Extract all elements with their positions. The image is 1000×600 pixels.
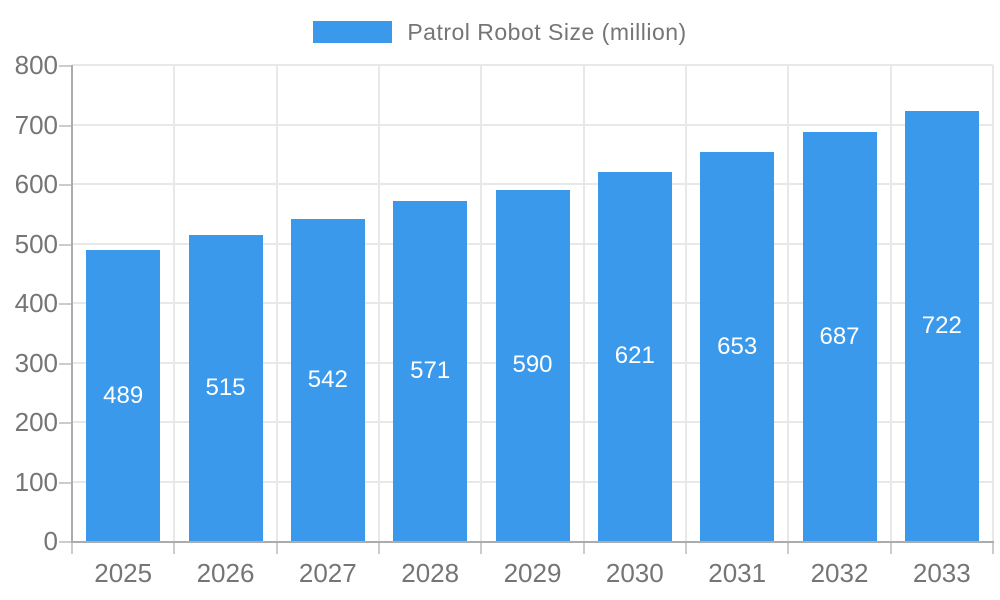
v-gridline bbox=[378, 65, 380, 541]
x-axis-label: 2033 bbox=[912, 558, 971, 588]
y-tick bbox=[59, 303, 71, 305]
y-tick bbox=[59, 422, 71, 424]
bar[interactable] bbox=[495, 189, 570, 541]
bar[interactable] bbox=[802, 132, 877, 541]
x-tick bbox=[582, 543, 585, 554]
bar-value-label: 722 bbox=[921, 312, 962, 340]
x-tick bbox=[685, 543, 687, 554]
x-axis-label: 2028 bbox=[401, 558, 460, 588]
v-gridline bbox=[685, 65, 687, 541]
bar-value-label: 621 bbox=[614, 342, 655, 370]
y-axis-label: 400 bbox=[14, 288, 58, 318]
v-gridline bbox=[480, 65, 483, 541]
y-tick bbox=[59, 243, 71, 246]
y-axis-label: 300 bbox=[14, 347, 58, 378]
x-axis-label: 2030 bbox=[605, 558, 664, 588]
y-tick bbox=[59, 541, 71, 543]
bar[interactable] bbox=[290, 218, 365, 541]
bar-value-label: 515 bbox=[205, 373, 246, 401]
h-gridline bbox=[72, 64, 993, 66]
x-axis-label: 2025 bbox=[94, 558, 153, 588]
y-tick bbox=[59, 65, 71, 67]
y-tick bbox=[59, 481, 71, 484]
bar[interactable] bbox=[904, 111, 979, 541]
x-axis-label: 2026 bbox=[196, 558, 255, 588]
bar[interactable] bbox=[597, 171, 672, 541]
bar[interactable] bbox=[700, 152, 775, 541]
x-axis-label: 2031 bbox=[708, 558, 767, 588]
h-gridline bbox=[72, 123, 993, 126]
h-gridline bbox=[72, 183, 993, 185]
x-tick bbox=[480, 543, 483, 554]
x-tick bbox=[992, 543, 994, 554]
bar-value-label: 590 bbox=[512, 351, 553, 379]
chart-legend[interactable]: Patrol Robot Size (million) bbox=[0, 14, 1000, 50]
bar-value-label: 653 bbox=[717, 332, 758, 360]
legend-label: Patrol Robot Size (million) bbox=[407, 18, 687, 45]
bar-value-label: 571 bbox=[410, 357, 451, 385]
y-axis-label: 200 bbox=[14, 407, 58, 437]
bar-value-label: 542 bbox=[307, 365, 348, 393]
x-tick bbox=[787, 543, 790, 554]
y-tick bbox=[59, 124, 71, 127]
x-axis-line bbox=[71, 541, 994, 543]
x-tick bbox=[173, 543, 176, 554]
v-gridline bbox=[275, 65, 278, 541]
x-axis-label: 2029 bbox=[503, 558, 562, 588]
y-axis-line bbox=[71, 65, 73, 543]
v-gridline bbox=[787, 65, 790, 541]
y-axis-label: 700 bbox=[14, 109, 58, 140]
x-tick bbox=[889, 543, 892, 554]
v-gridline bbox=[582, 65, 585, 541]
y-tick bbox=[59, 362, 71, 365]
v-gridline bbox=[992, 65, 994, 541]
x-tick bbox=[275, 543, 278, 554]
y-tick bbox=[59, 184, 71, 186]
y-axis-label: 100 bbox=[14, 466, 58, 497]
v-gridline bbox=[889, 65, 892, 541]
x-tick bbox=[71, 543, 73, 554]
y-axis-label: 0 bbox=[43, 526, 58, 556]
x-tick bbox=[378, 543, 380, 554]
bar-value-label: 489 bbox=[103, 381, 144, 409]
y-axis-label: 500 bbox=[14, 228, 58, 259]
bar[interactable] bbox=[393, 201, 468, 541]
x-axis-label: 2032 bbox=[810, 558, 869, 588]
bar-value-label: 687 bbox=[819, 322, 860, 350]
y-axis-label: 600 bbox=[14, 169, 58, 199]
bar[interactable] bbox=[86, 250, 161, 541]
bar[interactable] bbox=[188, 234, 263, 541]
legend-swatch-icon bbox=[313, 21, 393, 43]
v-gridline bbox=[173, 65, 176, 541]
x-axis-label: 2027 bbox=[298, 558, 357, 588]
y-axis-label: 800 bbox=[14, 50, 58, 80]
